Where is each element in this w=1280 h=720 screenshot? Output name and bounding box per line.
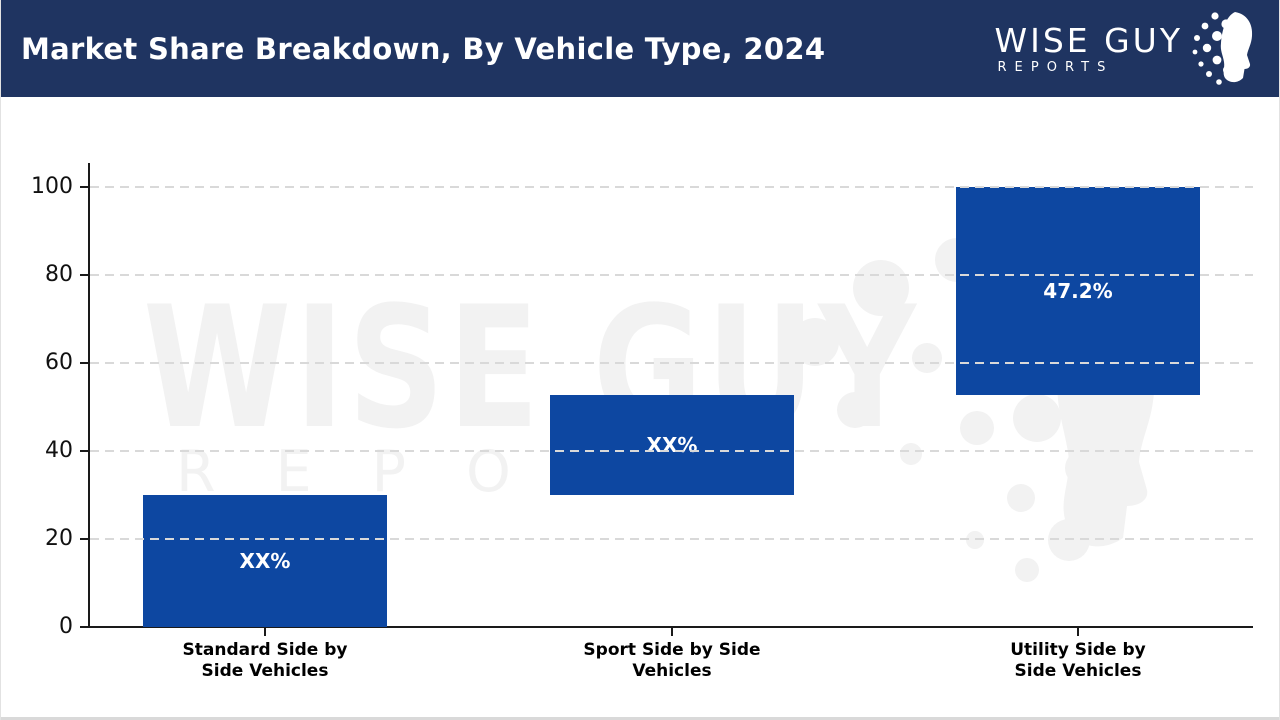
- y-tick-label: 100: [31, 174, 73, 199]
- y-tick-mark: [80, 450, 88, 452]
- bottom-border: [1, 717, 1279, 720]
- y-tick-label: 40: [45, 438, 73, 463]
- gridline-40: [90, 450, 1253, 452]
- header-bar: Market Share Breakdown, By Vehicle Type,…: [1, 0, 1279, 97]
- bar: XX%: [143, 495, 387, 627]
- logo-text: WISE GUY REPORTS: [994, 24, 1183, 74]
- gridline-80: [90, 274, 1253, 276]
- y-tick-label: 60: [45, 350, 73, 375]
- logo-wordmark: WISE GUY: [994, 20, 1183, 60]
- y-tick-mark: [80, 362, 88, 364]
- logo-subtitle: REPORTS: [997, 59, 1114, 75]
- logo-head-icon: [1192, 11, 1253, 85]
- y-tick-label: 80: [45, 262, 73, 287]
- bar-value-label: XX%: [646, 432, 698, 457]
- y-axis-line: [88, 163, 90, 627]
- gridline-60: [90, 362, 1253, 364]
- gridline-20: [90, 538, 1253, 540]
- bar: 47.2%: [956, 187, 1200, 395]
- bar-value-label: XX%: [239, 549, 291, 573]
- x-category-label: Utility Side by Side Vehicles: [1010, 640, 1146, 681]
- bar-value-label: 47.2%: [1043, 278, 1113, 303]
- x-tick-mark: [671, 628, 673, 636]
- bar: XX%: [550, 394, 794, 495]
- x-category-label: Sport Side by Side Vehicles: [583, 640, 761, 681]
- y-tick-label: 20: [45, 526, 73, 551]
- y-tick-label: 0: [59, 614, 73, 639]
- x-axis-line: [88, 626, 1253, 628]
- x-tick-mark: [264, 628, 266, 636]
- logo: WISE GUY REPORTS: [994, 8, 1255, 90]
- gridline-100: [90, 186, 1253, 188]
- x-category-label: Standard Side by Side Vehicles: [182, 640, 348, 681]
- y-tick-mark: [80, 538, 88, 540]
- y-tick-mark: [80, 274, 88, 276]
- x-tick-mark: [1077, 628, 1079, 636]
- page-title: Market Share Breakdown, By Vehicle Type,…: [21, 31, 826, 66]
- y-tick-mark: [80, 626, 88, 628]
- y-tick-mark: [80, 186, 88, 188]
